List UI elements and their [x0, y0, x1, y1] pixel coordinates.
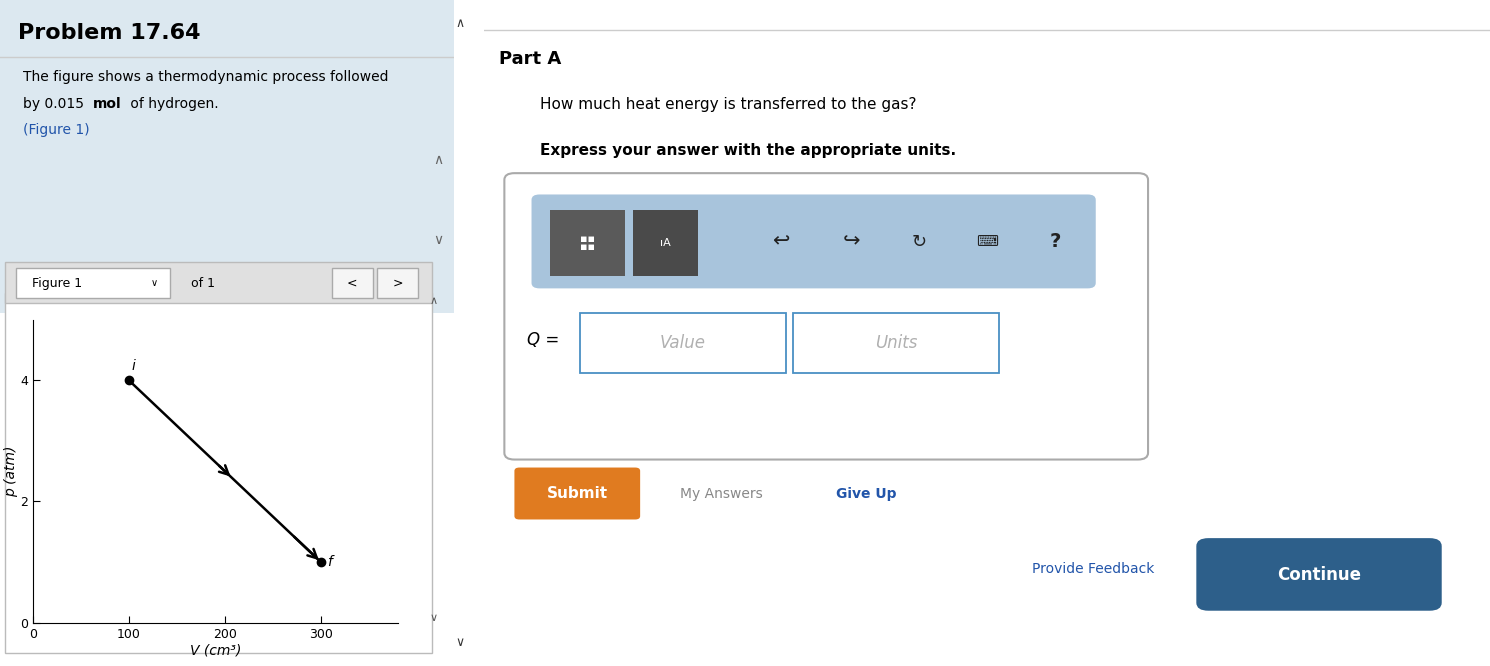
Bar	[4, 293, 432, 653]
Text: ↪: ↪	[843, 232, 860, 252]
Text: My Answers: My Answers	[681, 486, 763, 501]
Text: The figure shows a thermodynamic process followed: The figure shows a thermodynamic process…	[22, 70, 389, 84]
X-axis label: V (cm³): V (cm³)	[189, 643, 241, 657]
Bar	[332, 268, 372, 298]
Text: ∧: ∧	[434, 153, 443, 167]
Text: Give Up: Give Up	[836, 486, 897, 501]
Text: i: i	[131, 359, 136, 373]
Text: (Figure 1): (Figure 1)	[22, 123, 89, 137]
Text: of hydrogen.: of hydrogen.	[127, 97, 219, 111]
Text: Submit: Submit	[547, 486, 608, 501]
Bar	[16, 268, 170, 298]
FancyBboxPatch shape	[504, 173, 1147, 460]
Text: Units: Units	[876, 334, 918, 352]
Text: Provide Feedback: Provide Feedback	[1033, 562, 1155, 577]
Text: ∨: ∨	[434, 233, 443, 247]
Text: ıA: ıA	[660, 238, 671, 248]
Text: by 0.015: by 0.015	[22, 97, 88, 111]
FancyBboxPatch shape	[532, 194, 1095, 288]
Text: Express your answer with the appropriate units.: Express your answer with the appropriate…	[539, 143, 955, 159]
Bar	[550, 210, 624, 276]
Text: ▪▪
▪▪: ▪▪ ▪▪	[580, 234, 595, 252]
Text: ∨: ∨	[456, 636, 465, 649]
Text: ?: ?	[1050, 232, 1061, 251]
FancyBboxPatch shape	[514, 468, 641, 519]
Text: Q =: Q =	[527, 330, 560, 349]
Bar	[580, 313, 785, 373]
Text: How much heat energy is transferred to the gas?: How much heat energy is transferred to t…	[539, 97, 916, 112]
Bar	[793, 313, 1000, 373]
Text: <: <	[347, 276, 358, 290]
Text: >: >	[392, 276, 402, 290]
Text: ∧: ∧	[431, 296, 438, 306]
Text: ∨: ∨	[150, 278, 158, 288]
Text: Part A: Part A	[499, 50, 562, 68]
Text: ⌨: ⌨	[976, 234, 998, 249]
Text: Value: Value	[660, 334, 705, 352]
Bar	[0, 0, 454, 313]
Text: ↩: ↩	[772, 232, 790, 252]
Text: f: f	[326, 555, 332, 569]
Bar	[633, 210, 699, 276]
Text: mol: mol	[94, 97, 122, 111]
Text: of 1: of 1	[191, 276, 215, 290]
Y-axis label: p (atm): p (atm)	[4, 446, 18, 497]
Text: ↻: ↻	[912, 232, 927, 251]
Bar	[377, 268, 419, 298]
Text: Figure 1: Figure 1	[31, 276, 82, 290]
Text: ∨: ∨	[431, 613, 438, 623]
Text: Continue: Continue	[1277, 565, 1360, 584]
Bar	[4, 262, 432, 303]
Text: Problem 17.64: Problem 17.64	[18, 23, 201, 43]
Text: ∧: ∧	[456, 17, 465, 30]
FancyBboxPatch shape	[1196, 538, 1442, 611]
